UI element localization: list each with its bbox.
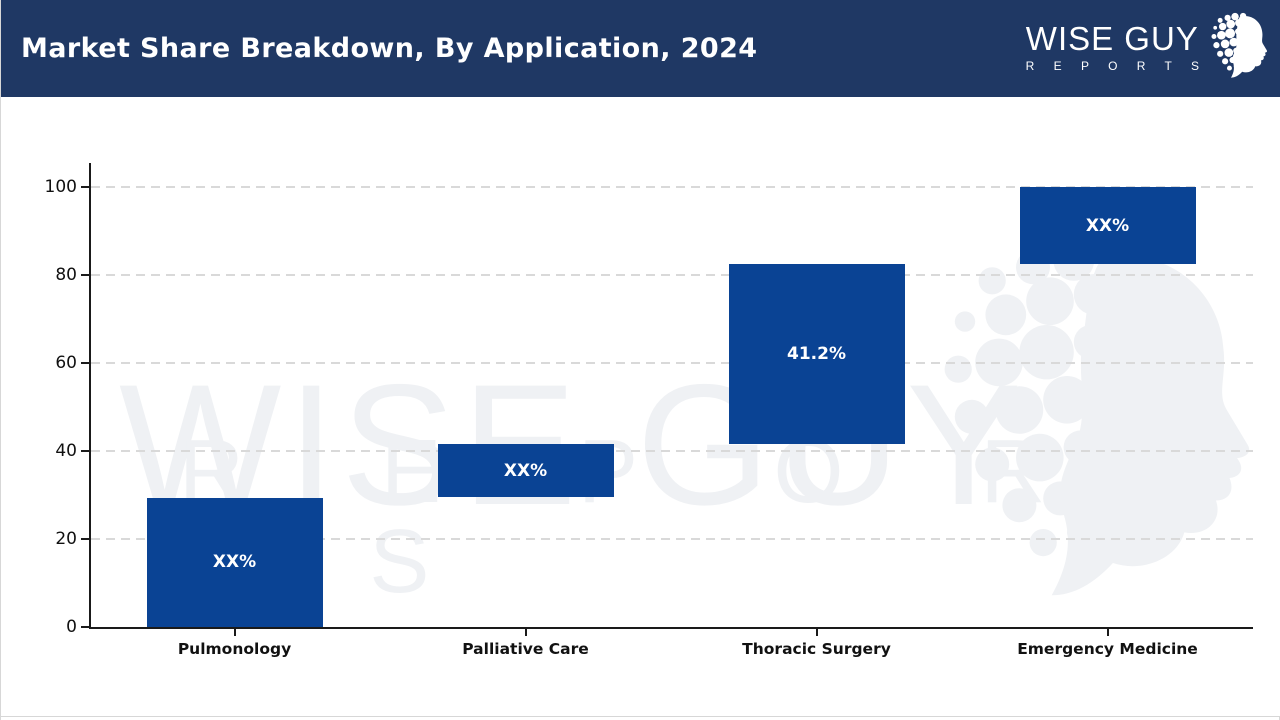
bar-value-label: XX% [503, 460, 548, 481]
chart-title: Market Share Breakdown, By Application, … [21, 33, 758, 64]
y-tick [81, 274, 89, 276]
bar-thoracic-surgery: 41.2% [728, 264, 905, 445]
x-tick [524, 629, 527, 636]
brand-subname: R E P O R T S [1025, 58, 1207, 73]
watermark-head-logo [944, 240, 1250, 596]
y-tick [81, 538, 89, 540]
x-tick [1106, 629, 1109, 636]
y-axis-line [89, 163, 91, 629]
y-tick [81, 186, 89, 188]
gridline [91, 274, 1253, 276]
bar-pulmonology: XX% [146, 497, 323, 627]
gridline [91, 450, 1253, 452]
brand-head-icon [1211, 12, 1268, 78]
gridline [91, 538, 1253, 540]
x-category-label: Thoracic Surgery [742, 640, 891, 658]
bar-value-label: XX% [212, 552, 257, 573]
bar-emergency-medicine: XX% [1019, 187, 1196, 265]
brand-logo: WISE GUY R E P O R T S [1018, 6, 1271, 88]
bar-palliative-care: XX% [437, 444, 614, 497]
y-tick-label: 80 [55, 265, 77, 285]
x-category-label: Pulmonology [177, 640, 292, 658]
x-tick [233, 629, 236, 636]
y-tick-label: 100 [44, 177, 77, 197]
x-axis-line [89, 627, 1253, 629]
x-category-label: Emergency Medicine [1017, 640, 1198, 658]
gridline [91, 362, 1253, 364]
brand-name: WISE GUY [1025, 19, 1199, 57]
bar-value-label: XX% [1085, 215, 1130, 236]
y-tick [81, 450, 89, 452]
bar-value-label: 41.2% [787, 344, 846, 365]
y-tick [81, 362, 89, 364]
x-category-label: Palliative Care [462, 640, 589, 658]
gridline [91, 186, 1253, 188]
header-bar: Market Share Breakdown, By Application, … [1, 0, 1280, 97]
y-tick-label: 60 [55, 353, 77, 373]
x-tick [815, 629, 818, 636]
y-tick-label: 40 [55, 441, 77, 461]
y-tick [81, 626, 89, 628]
y-tick-label: 20 [55, 529, 77, 549]
watermark-text-reports: R E P O R T S [179, 422, 1102, 612]
y-tick-label: 0 [66, 617, 77, 637]
